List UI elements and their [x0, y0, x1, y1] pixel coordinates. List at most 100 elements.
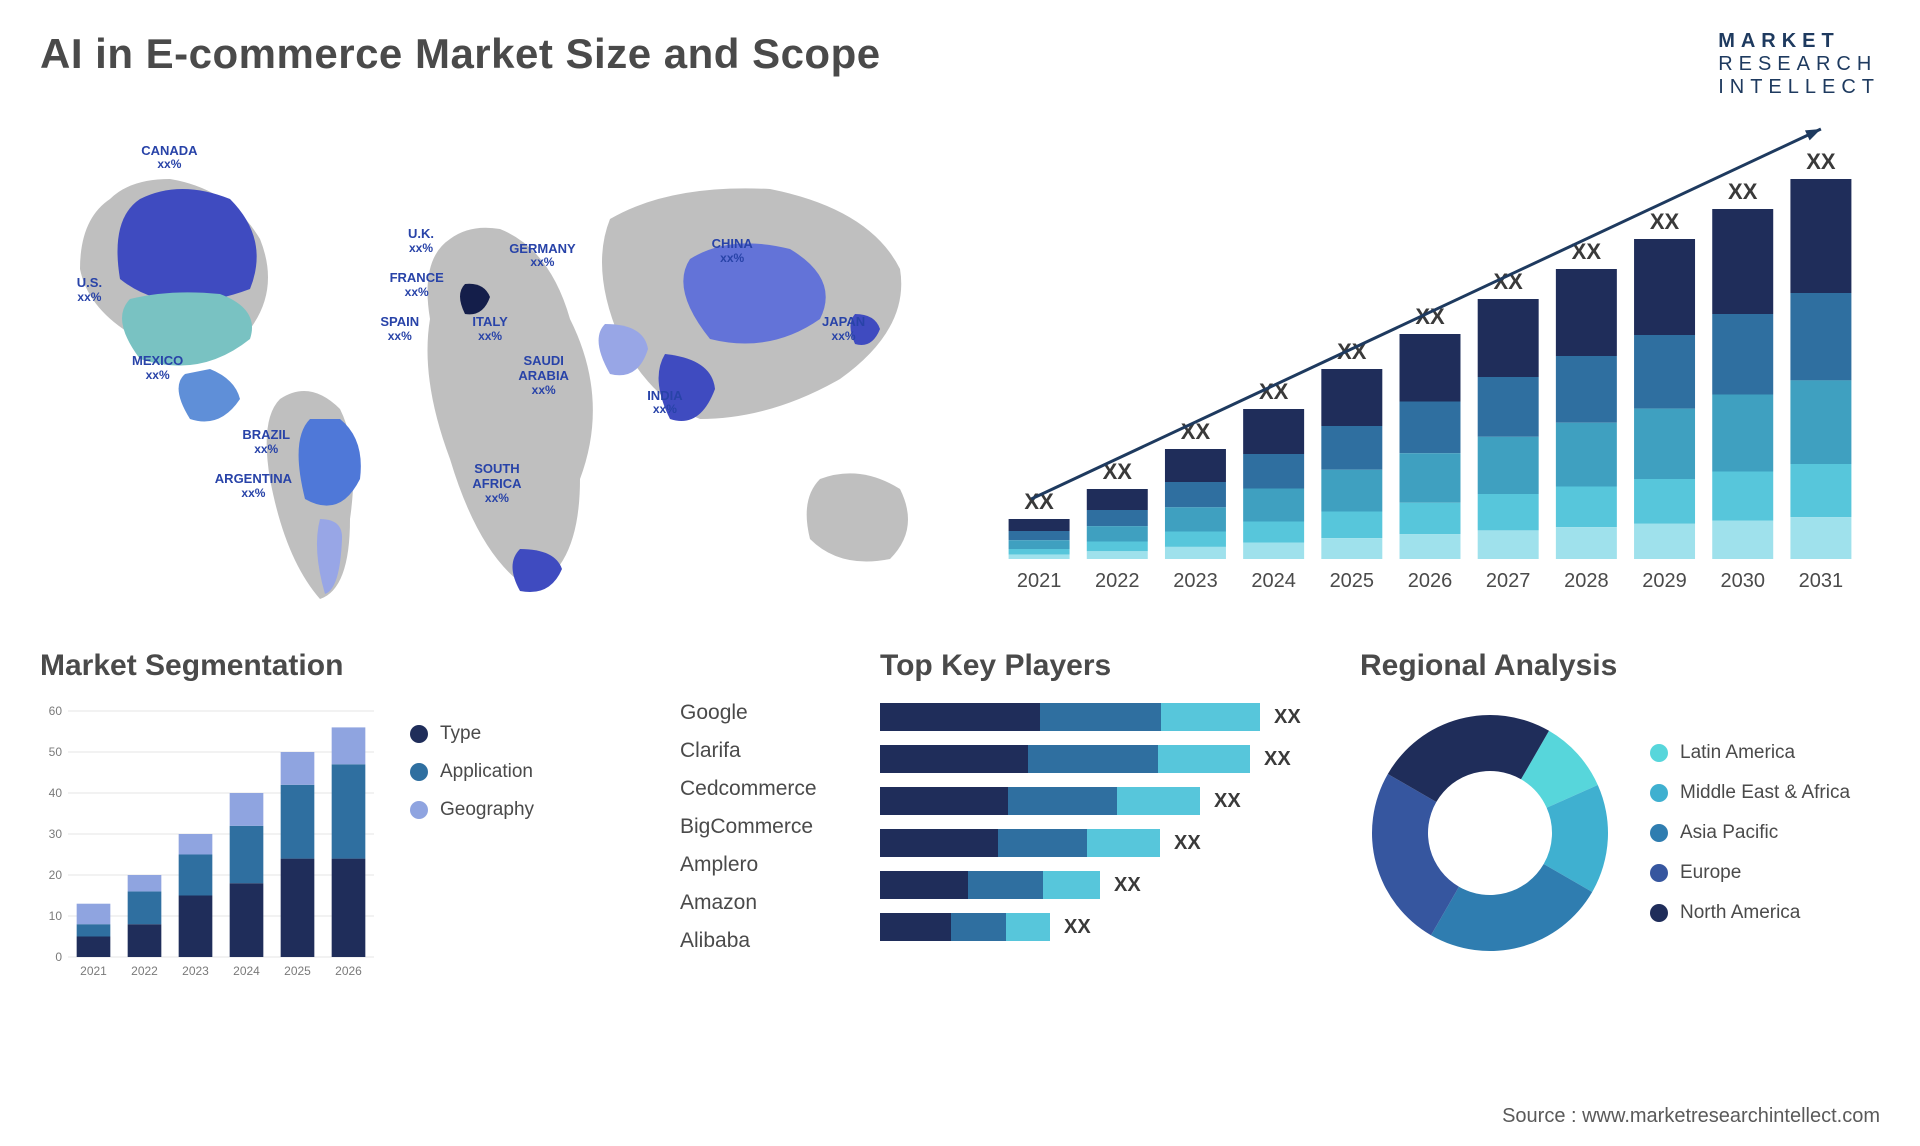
player-value: XX — [1114, 874, 1141, 897]
legend-dot-icon — [1650, 784, 1668, 802]
region-asia-pacific: Asia Pacific — [1650, 822, 1850, 844]
map-label-u-s-: U.S.xx% — [77, 276, 102, 305]
regional-legend: Latin America Middle East & Africa Asia Pa… — [1650, 742, 1850, 924]
seg-legend-application: Application — [410, 761, 534, 783]
company-cedcommerce: Cedcommerce — [680, 777, 850, 801]
map-label-italy: ITALYxx% — [472, 315, 507, 344]
player-bar-5: XX — [880, 913, 1330, 941]
svg-text:2022: 2022 — [131, 964, 158, 978]
map-label-china: CHINAxx% — [712, 237, 753, 266]
map-label-canada: CANADAxx% — [141, 144, 197, 173]
legend-dot-icon — [1650, 824, 1668, 842]
segmentation-chart: 0102030405060202120222023202420252026 — [40, 703, 380, 983]
svg-text:2025: 2025 — [1330, 570, 1375, 592]
legend-dot-icon — [1650, 744, 1668, 762]
player-bar-fill — [880, 745, 1250, 773]
region-europe: Europe — [1650, 862, 1850, 884]
regional-panel: Regional Analysis Latin America Middle Ea… — [1360, 649, 1880, 983]
player-value: XX — [1064, 916, 1091, 939]
region-middle-east-africa: Middle East & Africa — [1650, 782, 1850, 804]
legend-dot-icon — [1650, 864, 1668, 882]
players-title: Top Key Players — [880, 649, 1330, 683]
svg-text:2031: 2031 — [1799, 570, 1844, 592]
header-row: AI in E-commerce Market Size and Scope M… — [40, 30, 1880, 99]
player-bar-4: XX — [880, 871, 1330, 899]
map-label-japan: JAPANxx% — [822, 315, 865, 344]
svg-text:2026: 2026 — [1408, 570, 1453, 592]
brand-logo: MARKET RESEARCH INTELLECT — [1708, 30, 1880, 99]
map-label-mexico: MEXICOxx% — [132, 354, 183, 383]
legend-dot-icon — [410, 763, 428, 781]
svg-text:XX: XX — [1806, 149, 1836, 174]
svg-text:60: 60 — [49, 704, 63, 718]
player-bar-3: XX — [880, 829, 1330, 857]
svg-text:2025: 2025 — [284, 964, 311, 978]
player-bar-fill — [880, 787, 1200, 815]
region-latin-america: Latin America — [1650, 742, 1850, 764]
player-bar-1: XX — [880, 745, 1330, 773]
player-bar-fill — [880, 871, 1100, 899]
svg-text:2029: 2029 — [1642, 570, 1687, 592]
company-amazon: Amazon — [680, 891, 850, 915]
map-label-france: FRANCExx% — [390, 271, 444, 300]
company-bigcommerce: BigCommerce — [680, 815, 850, 839]
player-bar-2: XX — [880, 787, 1330, 815]
svg-text:0: 0 — [55, 950, 62, 964]
segmentation-legend: Type Application Geography — [410, 703, 534, 983]
svg-text:XX: XX — [1728, 179, 1758, 204]
svg-text:2023: 2023 — [182, 964, 209, 978]
svg-text:2027: 2027 — [1486, 570, 1531, 592]
main-row: CANADAxx% U.S.xx% MEXICOxx% BRAZILxx% ARGENT… — [40, 119, 1880, 609]
player-bar-fill — [880, 829, 1160, 857]
svg-text:30: 30 — [49, 827, 63, 841]
legend-dot-icon — [410, 801, 428, 819]
map-label-argentina: ARGENTINAxx% — [215, 472, 292, 501]
legend-dot-icon — [1650, 904, 1668, 922]
world-map-panel: CANADAxx% U.S.xx% MEXICOxx% BRAZILxx% ARGENT… — [40, 119, 960, 609]
regional-donut — [1360, 703, 1620, 963]
svg-text:2022: 2022 — [1095, 570, 1140, 592]
bottom-row: Market Segmentation 01020304050602021202… — [40, 649, 1880, 983]
segmentation-panel: Market Segmentation 01020304050602021202… — [40, 649, 650, 983]
company-google: Google — [680, 701, 850, 725]
regional-body: Latin America Middle East & Africa Asia Pa… — [1360, 703, 1880, 963]
map-label-u-k-: U.K.xx% — [408, 227, 434, 256]
company-alibaba: Alibaba — [680, 929, 850, 953]
regional-title: Regional Analysis — [1360, 649, 1880, 683]
svg-text:2021: 2021 — [1017, 570, 1062, 592]
svg-text:2023: 2023 — [1173, 570, 1218, 592]
map-label-spain: SPAINxx% — [380, 315, 419, 344]
svg-text:2028: 2028 — [1564, 570, 1609, 592]
svg-text:40: 40 — [49, 786, 63, 800]
logo-text: MARKET RESEARCH INTELLECT — [1718, 30, 1880, 99]
trend-chart: XX2021XX2022XX2023XX2024XX2025XX2026XX20… — [980, 119, 1880, 609]
players-bars: XX XX XX XX XX XX — [880, 703, 1330, 941]
map-label-brazil: BRAZILxx% — [242, 428, 290, 457]
svg-text:2024: 2024 — [1251, 570, 1296, 592]
company-clarifa: Clarifa — [680, 739, 850, 763]
seg-legend-type: Type — [410, 723, 534, 745]
player-bar-fill — [880, 913, 1050, 941]
legend-dot-icon — [410, 725, 428, 743]
svg-text:XX: XX — [1650, 209, 1680, 234]
player-bar-0: XX — [880, 703, 1330, 731]
source-attribution: Source : www.marketresearchintellect.com — [1502, 1105, 1880, 1128]
map-label-saudi-arabia: SAUDIARABIAxx% — [518, 354, 569, 398]
player-value: XX — [1174, 832, 1201, 855]
segmentation-body: 0102030405060202120222023202420252026 Ty… — [40, 703, 650, 983]
player-value: XX — [1214, 790, 1241, 813]
svg-text:XX: XX — [1024, 489, 1054, 514]
svg-text:2021: 2021 — [80, 964, 107, 978]
svg-text:10: 10 — [49, 909, 63, 923]
svg-text:2026: 2026 — [335, 964, 362, 978]
player-bar-fill — [880, 703, 1260, 731]
svg-text:2024: 2024 — [233, 964, 260, 978]
seg-legend-geography: Geography — [410, 799, 534, 821]
map-label-south-africa: SOUTHAFRICAxx% — [472, 462, 521, 506]
segmentation-title: Market Segmentation — [40, 649, 650, 683]
player-value: XX — [1274, 706, 1301, 729]
page-title: AI in E-commerce Market Size and Scope — [40, 30, 881, 78]
svg-text:2030: 2030 — [1720, 570, 1765, 592]
region-north-america: North America — [1650, 902, 1850, 924]
company-amplero: Amplero — [680, 853, 850, 877]
